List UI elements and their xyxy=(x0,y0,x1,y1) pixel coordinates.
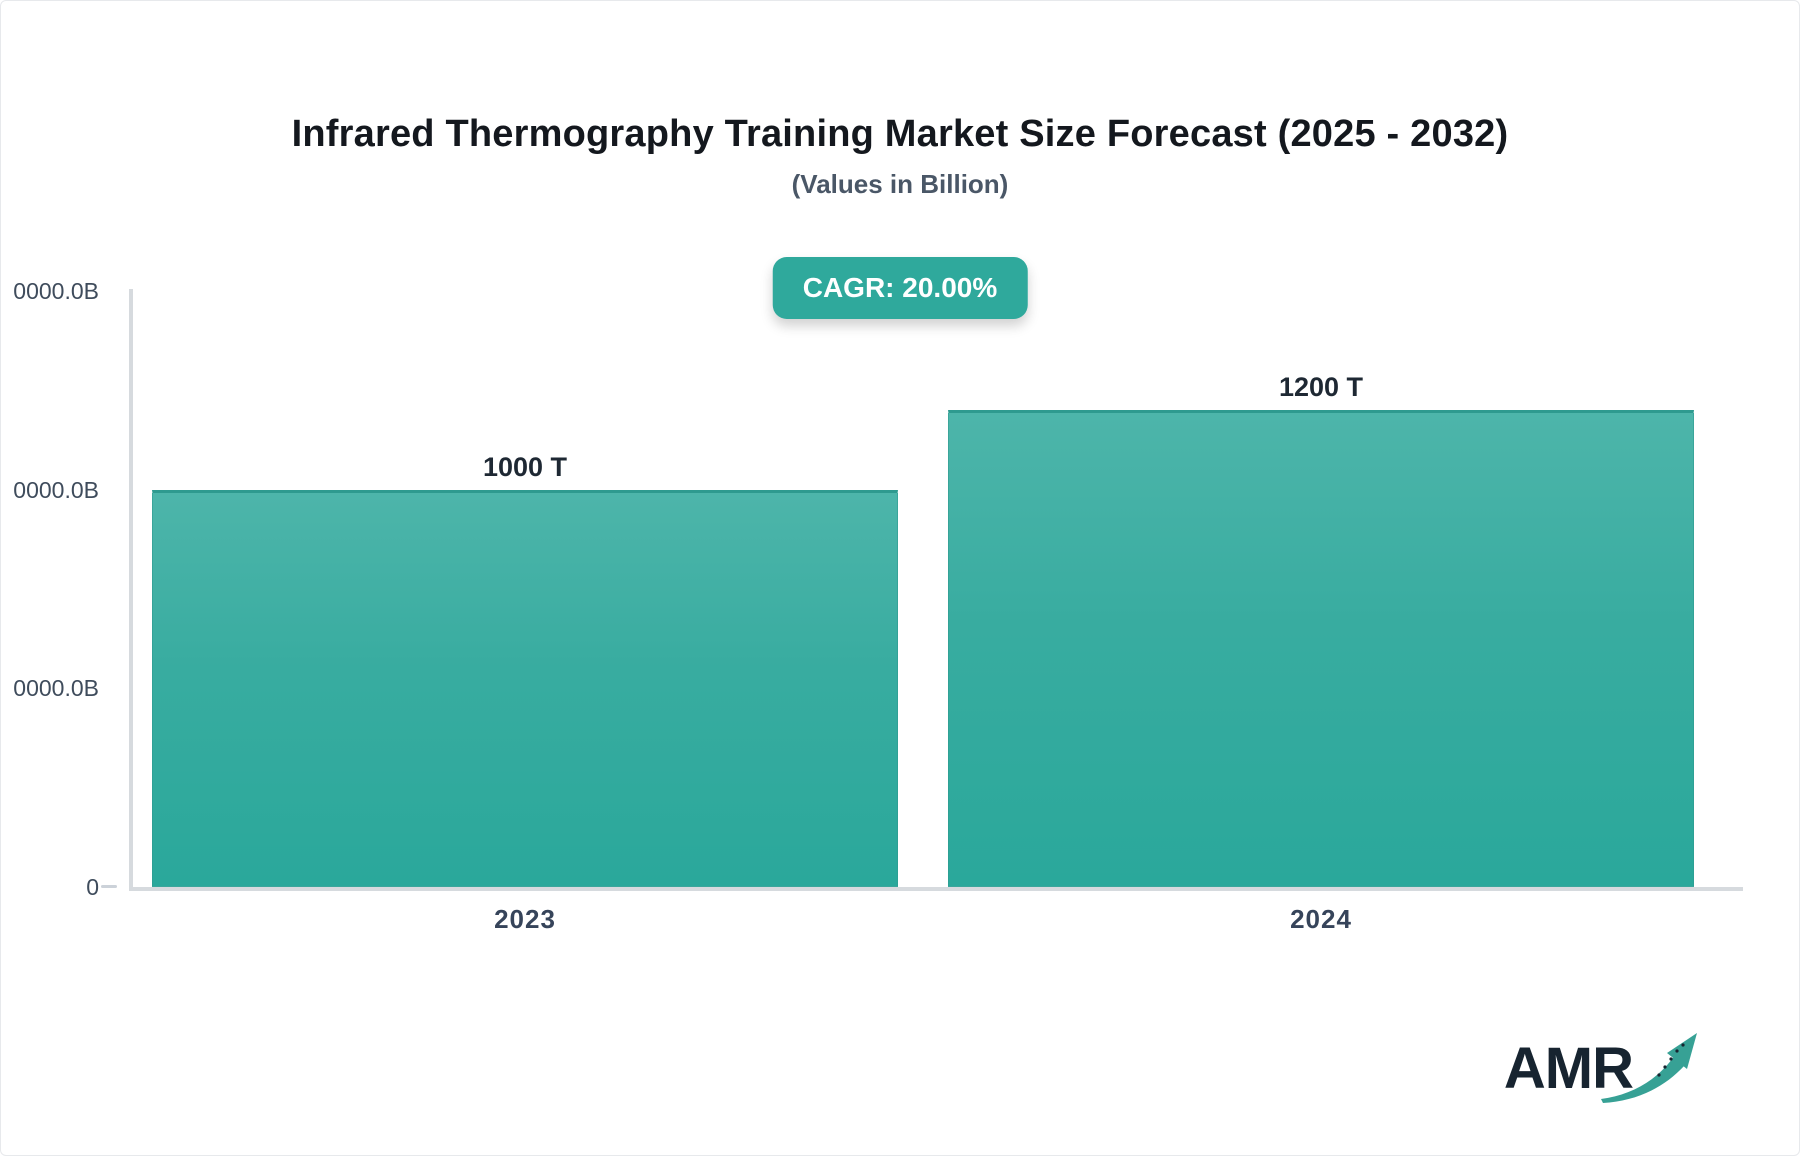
trending-up-arrow-icon xyxy=(1601,1033,1697,1103)
amr-logo: AMR xyxy=(1504,1023,1701,1113)
amr-logo-text: AMR xyxy=(1503,1035,1634,1101)
y-tick-label: 0000.0B xyxy=(13,476,99,503)
x-axis-label-2024: 2024 xyxy=(1290,904,1352,934)
y-tick-label: 0000.0B xyxy=(13,278,99,304)
chart-subtitle: (Values in Billion) xyxy=(791,169,1009,199)
bar-2024[interactable] xyxy=(948,410,1694,887)
y-tick-label: 0 xyxy=(86,874,99,900)
bar-value-label-2023: 1000 T xyxy=(482,452,568,482)
zero-tick-mark xyxy=(101,885,117,888)
chart-title: Infrared Thermography Training Market Si… xyxy=(291,113,1509,155)
x-axis-label-2023: 2023 xyxy=(494,904,556,934)
cagr-badge: CAGR: 20.00% xyxy=(772,257,1028,319)
bar-2023[interactable] xyxy=(152,490,898,887)
x-axis-line xyxy=(129,887,1743,891)
bar-value-label-2024: 1200 T xyxy=(1278,372,1364,402)
y-axis-line xyxy=(129,289,133,891)
y-tick-label: 0000.0B xyxy=(13,675,99,702)
